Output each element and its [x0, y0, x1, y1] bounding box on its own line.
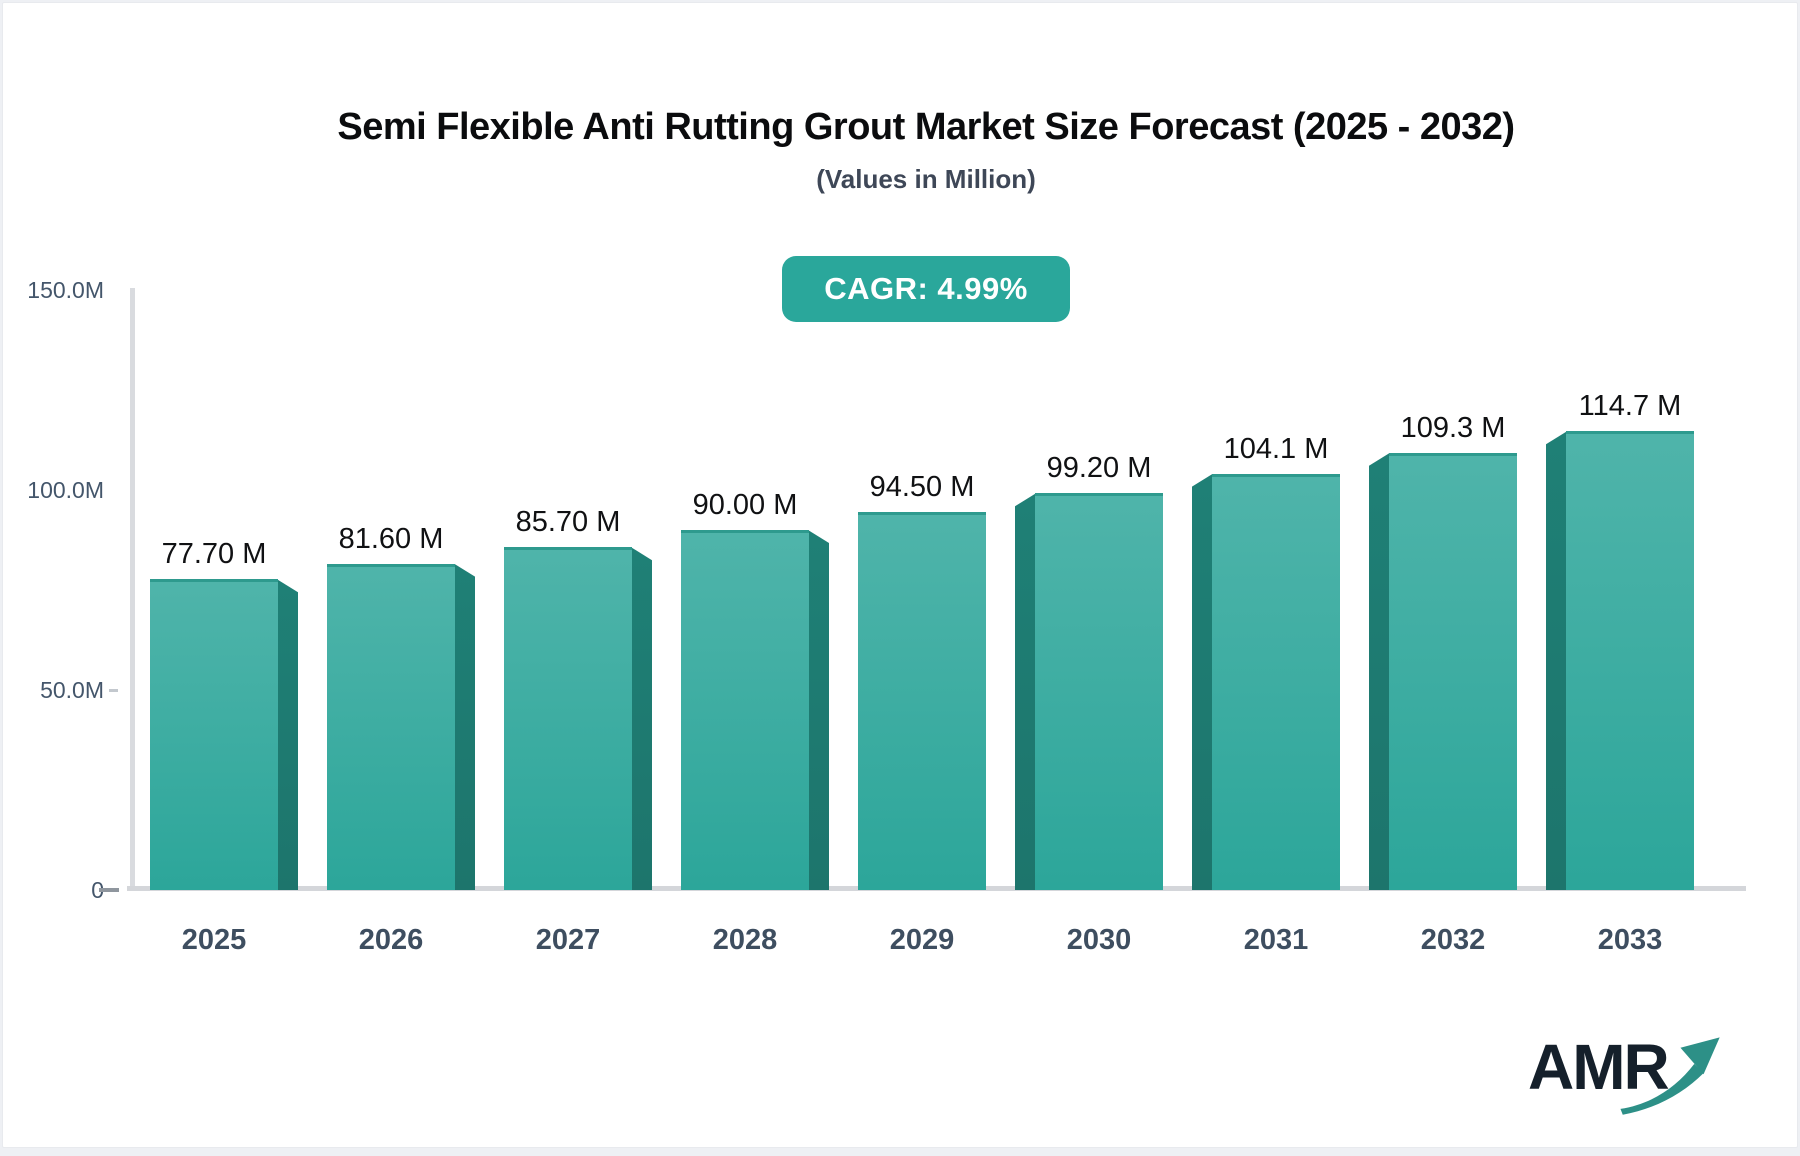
y-tick-mark — [99, 888, 119, 892]
bar-side-face — [1015, 493, 1036, 890]
bar-side-face — [808, 530, 829, 890]
bar-front-face — [681, 530, 809, 890]
x-tick-label: 2033 — [1597, 924, 1663, 956]
y-tick-label: 100.0M — [27, 477, 104, 503]
bar-front-face — [858, 512, 986, 890]
bar-side-face — [1192, 473, 1213, 890]
bar-front-face — [327, 563, 455, 890]
growth-arrow-icon — [1620, 1037, 1720, 1115]
x-tick-label: 2031 — [1243, 924, 1309, 956]
bar-value-label: 90.00 M — [692, 489, 798, 521]
x-tick-label: 2025 — [181, 924, 247, 956]
amr-logo-text: AMR — [1528, 1031, 1670, 1103]
x-tick-label: 2029 — [889, 924, 955, 956]
x-tick-label: 2032 — [1420, 924, 1486, 956]
bar-value-label: 81.60 M — [338, 522, 444, 555]
bar-value-label: 104.1 M — [1223, 432, 1329, 465]
bar-value-label: 85.70 M — [515, 506, 621, 539]
bar-side-face — [277, 579, 298, 890]
amr-logo: AMR — [1528, 1030, 1720, 1120]
bar-side-face — [1546, 431, 1567, 890]
page-title: Semi Flexible Anti Rutting Grout Market … — [337, 106, 1515, 148]
bar-side-face — [631, 547, 652, 890]
bar-front-face — [1566, 431, 1694, 890]
bar-front-face — [1035, 493, 1163, 890]
x-tick-label: 2028 — [712, 924, 778, 956]
y-tick-label: 50.0M — [40, 677, 104, 703]
y-tick-mark — [109, 689, 118, 692]
bar-front-face — [1212, 473, 1340, 890]
bar-value-label: 109.3 M — [1400, 411, 1506, 444]
bar-side-face — [454, 563, 475, 890]
cagr-badge: CAGR: 4.99% — [782, 256, 1070, 322]
x-tick-label: 2030 — [1066, 924, 1132, 956]
x-tick-label: 2026 — [358, 924, 424, 956]
bar-front-face — [504, 547, 632, 890]
bar-front-face — [150, 579, 278, 890]
x-tick-label: 2027 — [535, 924, 601, 956]
bar-front-face — [1389, 452, 1517, 890]
cagr-badge-wrapper: CAGR: 4.99% — [52, 256, 1800, 322]
y-tick-label: 0 — [91, 877, 104, 903]
bar-value-label: 114.7 M — [1578, 390, 1682, 423]
bar-value-label: 77.70 M — [161, 538, 267, 571]
page-subtitle: (Values in Million) — [816, 164, 1036, 194]
y-tick-label: 150.0M — [27, 277, 104, 303]
bar-side-face — [1369, 452, 1390, 890]
y-axis-line — [130, 288, 135, 890]
bar-value-label: 99.20 M — [1046, 452, 1152, 485]
bar-value-label: 94.50 M — [869, 471, 975, 503]
